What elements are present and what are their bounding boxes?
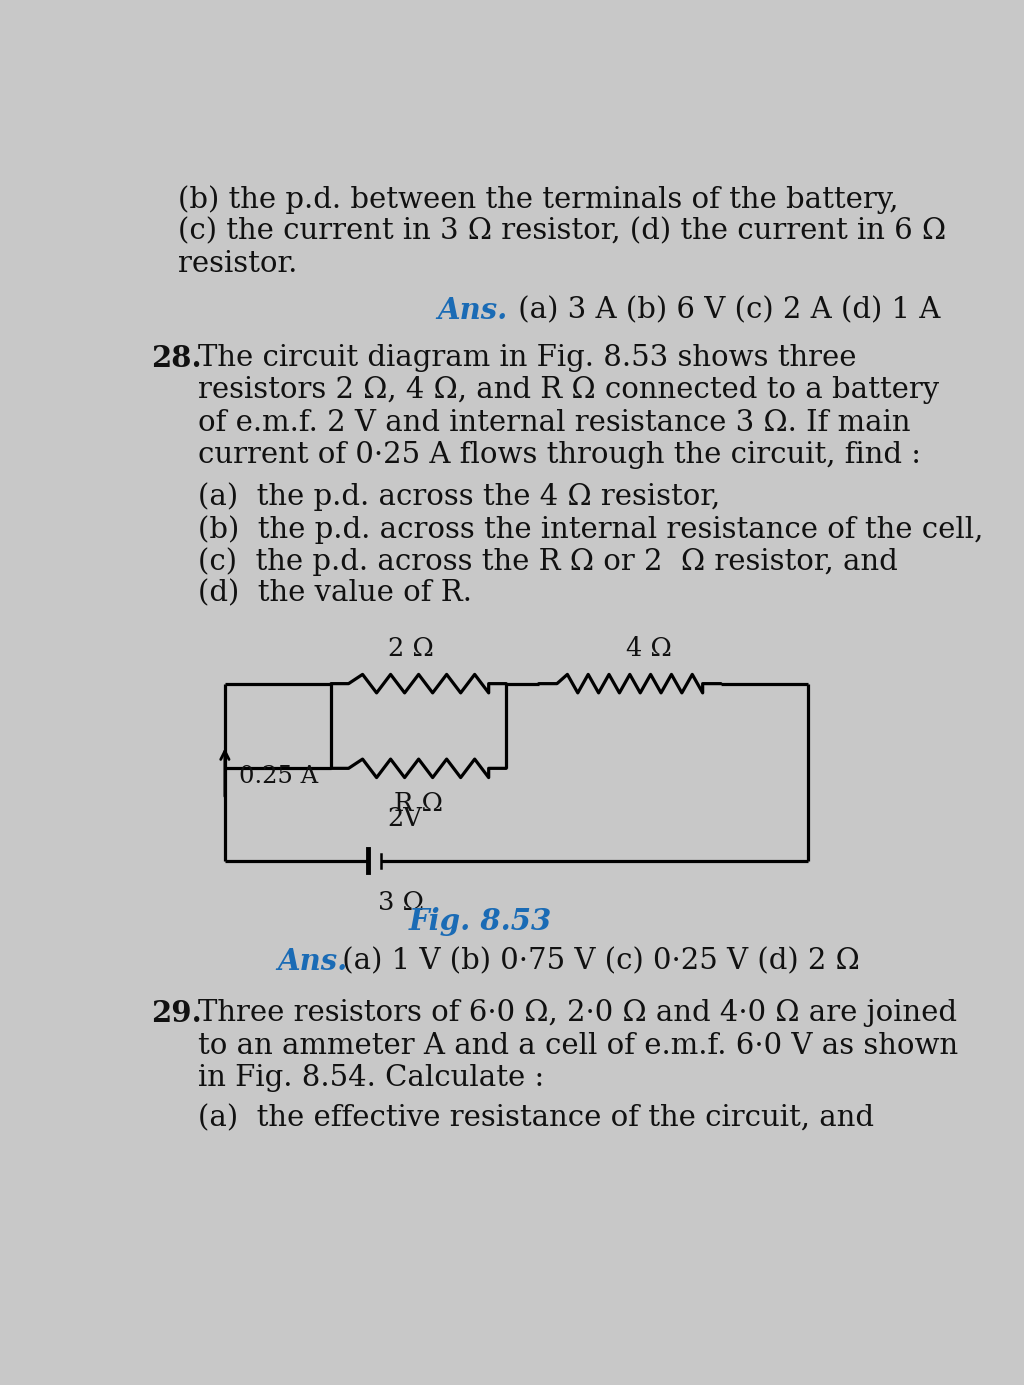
Text: (b)  the p.d. across the internal resistance of the cell,: (b) the p.d. across the internal resista…	[198, 515, 983, 544]
Text: 2 Ω: 2 Ω	[388, 636, 434, 661]
Text: resistors 2 Ω, 4 Ω, and R Ω connected to a battery: resistors 2 Ω, 4 Ω, and R Ω connected to…	[198, 377, 939, 404]
Text: R Ω: R Ω	[394, 791, 443, 816]
Text: to an ammeter A and a cell of e.m.f. 6·0 V as shown: to an ammeter A and a cell of e.m.f. 6·0…	[198, 1032, 957, 1060]
Text: (a)  the effective resistance of the circuit, and: (a) the effective resistance of the circ…	[198, 1104, 873, 1132]
Text: Fig. 8.53: Fig. 8.53	[409, 907, 552, 936]
Text: (a) 3 A (b) 6 V (c) 2 A (d) 1 A: (a) 3 A (b) 6 V (c) 2 A (d) 1 A	[509, 296, 941, 324]
Text: Ans.: Ans.	[437, 296, 508, 325]
Text: current of 0·25 A flows through the circuit, find :: current of 0·25 A flows through the circ…	[198, 440, 921, 470]
Text: resistor.: resistor.	[178, 251, 298, 278]
Text: (a)  the p.d. across the 4 Ω resistor,: (a) the p.d. across the 4 Ω resistor,	[198, 482, 720, 511]
Text: 0.25 A: 0.25 A	[239, 765, 317, 788]
Text: (d)  the value of R.: (d) the value of R.	[198, 580, 472, 608]
Text: Three resistors of 6·0 Ω, 2·0 Ω and 4·0 Ω are joined: Three resistors of 6·0 Ω, 2·0 Ω and 4·0 …	[198, 1000, 956, 1028]
Text: in Fig. 8.54. Calculate :: in Fig. 8.54. Calculate :	[198, 1064, 544, 1091]
Text: 3 Ω: 3 Ω	[378, 891, 424, 915]
Text: (c)  the p.d. across the R Ω or 2  Ω resistor, and: (c) the p.d. across the R Ω or 2 Ω resis…	[198, 547, 897, 576]
Text: Ans.: Ans.	[278, 947, 348, 976]
Text: 2V: 2V	[387, 806, 422, 831]
Text: of e.m.f. 2 V and internal resistance 3 Ω. If main: of e.m.f. 2 V and internal resistance 3 …	[198, 409, 910, 436]
Text: (a) 1 V (b) 0·75 V (c) 0·25 V (d) 2 Ω: (a) 1 V (b) 0·75 V (c) 0·25 V (d) 2 Ω	[334, 947, 860, 975]
Text: 28.: 28.	[152, 343, 202, 373]
Text: 29.: 29.	[152, 1000, 202, 1028]
Text: 4 Ω: 4 Ω	[627, 636, 672, 661]
Text: (b) the p.d. between the terminals of the battery,: (b) the p.d. between the terminals of th…	[178, 186, 899, 215]
Text: (c) the current in 3 Ω resistor, (d) the current in 6 Ω: (c) the current in 3 Ω resistor, (d) the…	[178, 217, 946, 245]
Text: The circuit diagram in Fig. 8.53 shows three: The circuit diagram in Fig. 8.53 shows t…	[198, 343, 856, 373]
